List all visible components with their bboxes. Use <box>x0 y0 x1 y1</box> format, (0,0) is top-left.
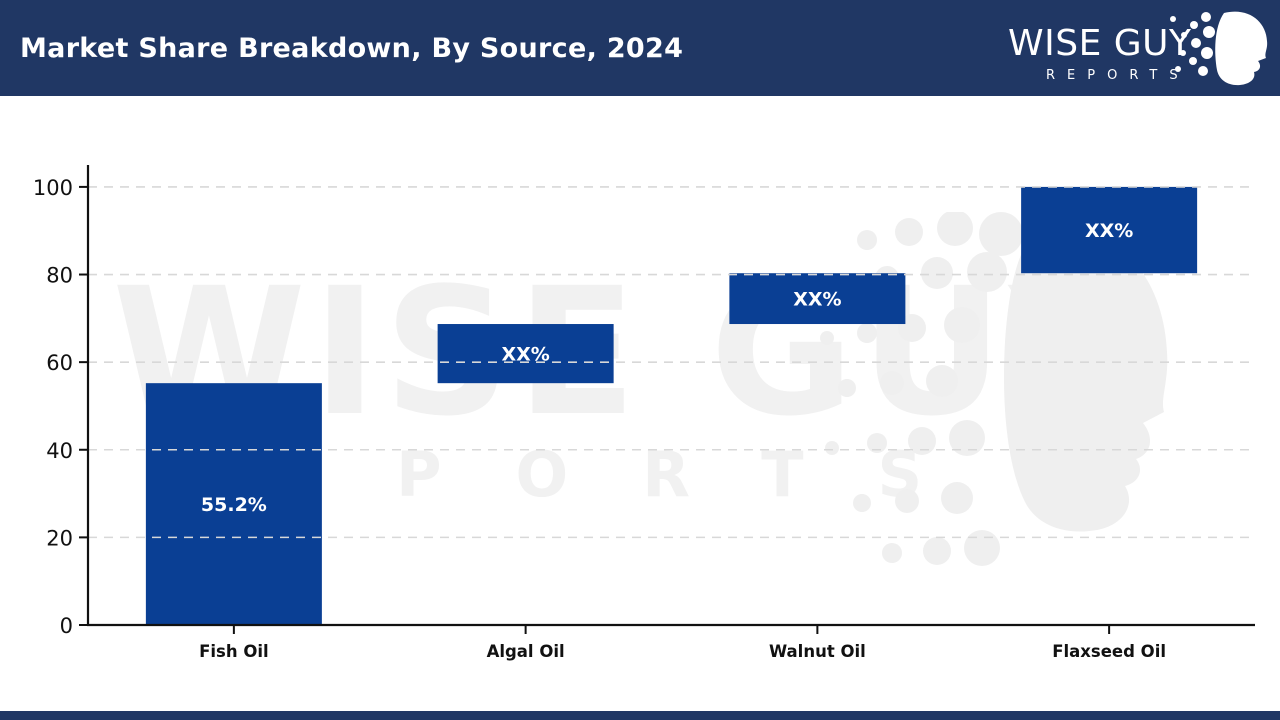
bar-value-label: XX% <box>1085 220 1133 242</box>
logo-wordmark: WISE GUY <box>1008 23 1192 64</box>
x-category-label-algal-oil: Algal Oil <box>487 642 565 661</box>
y-tick-label: 80 <box>46 264 73 288</box>
footer-bar <box>0 711 1280 720</box>
y-tick-label: 20 <box>46 526 73 550</box>
bar-value-label: XX% <box>793 289 841 311</box>
x-category-label-fish-oil: Fish Oil <box>199 642 269 661</box>
logo-face-dots <box>1170 11 1268 86</box>
bar-flaxseed-oil <box>1021 186 1198 274</box>
y-tick-label: 0 <box>60 614 73 638</box>
y-tick-label: 100 <box>33 176 73 200</box>
header-bar: Market Share Breakdown, By Source, 2024 … <box>0 0 1280 96</box>
watermark-head-silhouette <box>1003 228 1168 532</box>
wise-guy-reports-logo: WISE GUY REPORTS <box>1008 11 1268 86</box>
bar-value-label: 55.2% <box>201 494 267 516</box>
bar-value-label: XX% <box>501 344 549 366</box>
logo-subtext: REPORTS <box>1046 68 1190 83</box>
x-category-label-walnut-oil: Walnut Oil <box>769 642 866 661</box>
bar-algal-oil <box>437 324 614 384</box>
bar-fish-oil <box>145 383 322 625</box>
page-title: Market Share Breakdown, By Source, 2024 <box>20 32 684 64</box>
bar-walnut-oil <box>729 273 906 325</box>
y-tick-label: 40 <box>46 439 73 463</box>
watermark-face-dots <box>820 212 1168 566</box>
x-category-label-flaxseed-oil: Flaxseed Oil <box>1052 642 1166 661</box>
y-tick-label: 60 <box>46 351 73 375</box>
